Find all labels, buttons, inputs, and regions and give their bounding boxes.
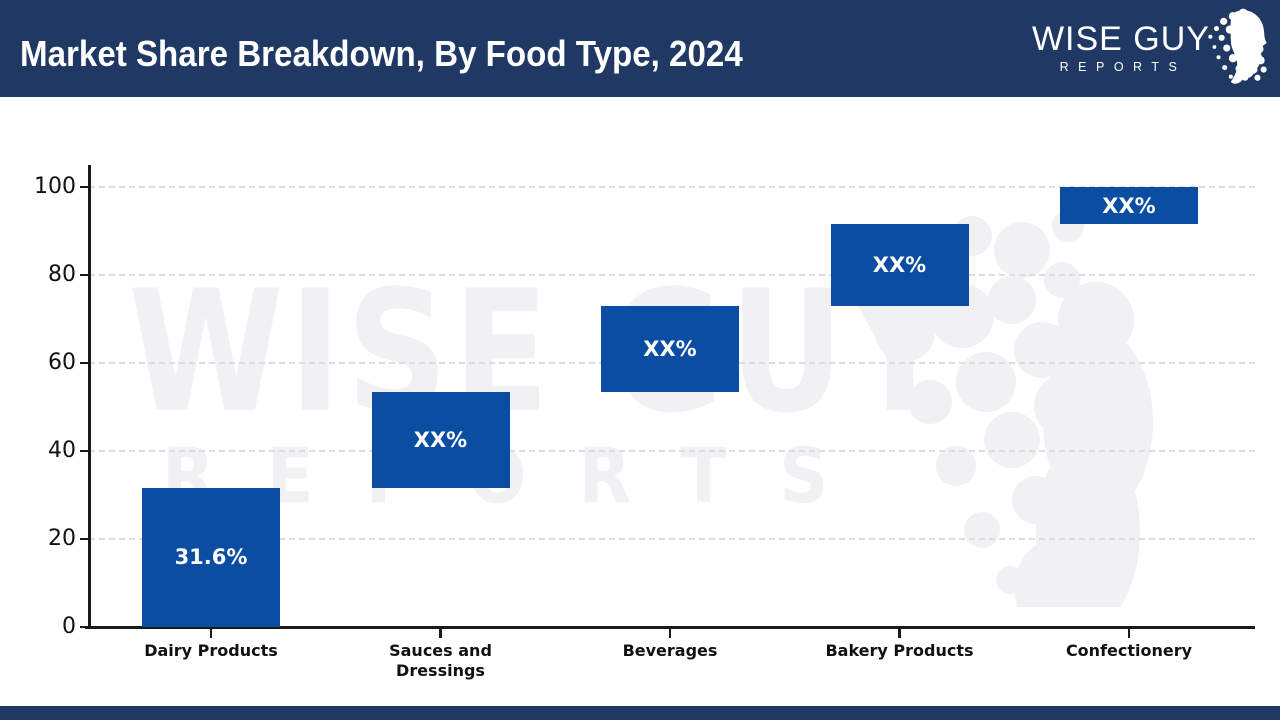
y-tick-mark: [80, 625, 89, 629]
bar-value-label: XX%: [1102, 193, 1156, 218]
y-gridline: [89, 538, 1255, 540]
x-axis-line: [85, 626, 1255, 629]
bar-value-label: XX%: [413, 427, 468, 452]
bar-segment: XX%: [830, 224, 969, 306]
watermark-head-graphic: [875, 210, 1153, 607]
y-tick-label: 20: [48, 526, 76, 551]
footer-bar: [0, 706, 1280, 720]
y-tick-label: 100: [34, 174, 76, 199]
y-tick-mark: [80, 185, 89, 189]
y-axis-line: [88, 165, 91, 629]
brand-logo: WISE GUY REPORTS: [1032, 6, 1270, 88]
y-tick-mark: [80, 449, 89, 453]
x-tick-mark: [1127, 629, 1131, 638]
bar-value-label: XX%: [643, 336, 697, 361]
y-tick-label: 60: [48, 350, 76, 375]
x-tick-mark: [898, 629, 901, 638]
bar-segment: 31.6%: [142, 487, 280, 627]
y-tick-label: 40: [48, 438, 76, 463]
y-tick-mark: [80, 361, 89, 365]
y-tick-label: 80: [48, 262, 76, 287]
x-category-label: Beverages: [622, 641, 718, 660]
y-tick-mark: [80, 537, 89, 541]
header-bar: Market Share Breakdown, By Food Type, 20…: [0, 0, 1280, 97]
x-category-label: Sauces and Dressings: [389, 641, 492, 680]
bar-value-label: XX%: [872, 253, 927, 278]
y-gridline: [89, 186, 1255, 188]
bar-value-label: 31.6%: [174, 545, 248, 570]
bar-segment: XX%: [371, 391, 510, 488]
watermark-text-line1: WISE GUY: [128, 254, 957, 450]
bar-segment: XX%: [601, 305, 739, 392]
bar-segment: XX%: [1060, 187, 1198, 225]
x-category-label: Confectionery: [1065, 641, 1193, 660]
x-tick-mark: [209, 629, 213, 638]
page-title: Market Share Breakdown, By Food Type, 20…: [20, 33, 743, 74]
x-tick-mark: [439, 629, 442, 638]
x-category-label: Dairy Products: [144, 641, 278, 660]
y-tick-label: 0: [62, 614, 76, 639]
y-tick-mark: [80, 273, 89, 277]
brand-logo-text: WISE GUY REPORTS: [1032, 20, 1210, 74]
y-gridline: [89, 274, 1255, 276]
y-gridline: [89, 450, 1255, 452]
brand-name: WISE GUY: [1031, 20, 1210, 58]
x-category-label: Bakery Products: [825, 641, 974, 660]
brand-head-icon: [1208, 8, 1267, 84]
x-tick-mark: [668, 629, 672, 638]
brand-subname: REPORTS: [1059, 60, 1187, 74]
